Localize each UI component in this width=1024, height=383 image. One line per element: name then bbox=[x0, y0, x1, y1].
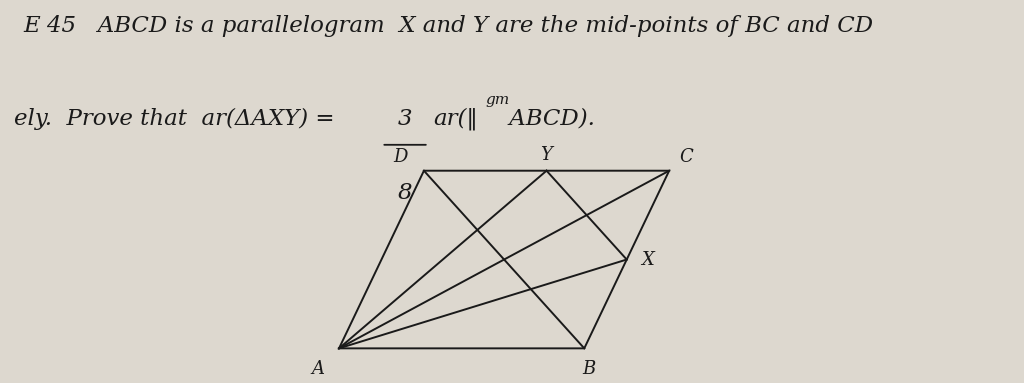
Text: 8: 8 bbox=[397, 182, 413, 204]
Text: ar(‖: ar(‖ bbox=[433, 108, 478, 130]
Text: Y: Y bbox=[541, 146, 553, 164]
Text: gm: gm bbox=[485, 93, 510, 107]
Text: E 45   ABCD is a parallelogram  X and Y are the mid-points of BC and CD: E 45 ABCD is a parallelogram X and Y are… bbox=[23, 15, 873, 37]
Text: ely.  Prove that  ar(ΔAXY) =: ely. Prove that ar(ΔAXY) = bbox=[13, 108, 334, 130]
Text: X: X bbox=[641, 250, 654, 268]
Text: C: C bbox=[679, 147, 693, 165]
Text: ABCD).: ABCD). bbox=[502, 108, 595, 130]
Text: B: B bbox=[583, 360, 596, 378]
Text: D: D bbox=[393, 147, 408, 165]
Text: 3: 3 bbox=[397, 108, 413, 130]
Text: A: A bbox=[311, 360, 325, 378]
